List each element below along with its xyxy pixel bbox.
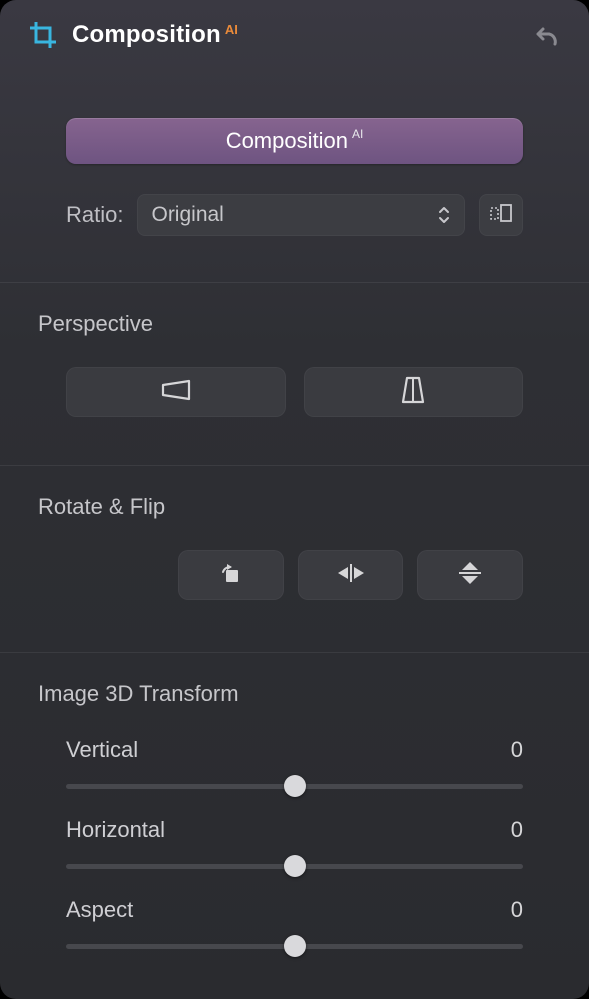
panel-header: Composition AI [0, 0, 589, 68]
panel-title-ai-badge: AI [225, 22, 238, 37]
transform-3d-section: Image 3D Transform Vertical 0 Horizontal… [0, 653, 589, 999]
slider-aspect[interactable] [66, 929, 523, 963]
composition-ai-button-label: Composition [226, 128, 348, 154]
composition-ai-button-badge: AI [352, 127, 363, 141]
perspective-horizontal-icon [159, 377, 193, 408]
slider-aspect-block: Aspect 0 [38, 897, 551, 963]
slider-thumb[interactable] [284, 775, 306, 797]
slider-vertical-value[interactable]: 0 [511, 737, 523, 763]
header-left: Composition AI [28, 20, 238, 50]
ratio-label: Ratio: [66, 202, 123, 228]
flip-vertical-button[interactable] [417, 550, 523, 600]
slider-horizontal-value[interactable]: 0 [511, 817, 523, 843]
perspective-section: Perspective [0, 283, 589, 465]
undo-button[interactable] [531, 20, 561, 50]
panel-title: Composition AI [72, 21, 238, 49]
rotate-flip-title: Rotate & Flip [38, 494, 551, 520]
perspective-row [38, 367, 551, 417]
slider-thumb[interactable] [284, 935, 306, 957]
composition-ai-wrap: Composition AI [0, 68, 589, 194]
slider-horizontal-block: Horizontal 0 [38, 817, 551, 883]
ratio-row: Ratio: Original [0, 194, 589, 282]
rotate-left-button[interactable] [178, 550, 284, 600]
slider-aspect-label: Aspect [66, 897, 133, 923]
perspective-horizontal-button[interactable] [66, 367, 286, 417]
slider-vertical[interactable] [66, 769, 523, 803]
chevron-up-down-icon [437, 205, 451, 225]
slider-aspect-value[interactable]: 0 [511, 897, 523, 923]
rotate-ratio-icon [489, 201, 513, 230]
slider-vertical-label: Vertical [66, 737, 138, 763]
ratio-select[interactable]: Original [137, 194, 465, 236]
perspective-vertical-icon [399, 375, 427, 410]
composition-panel: Composition AI Composition AI Ratio: Orig… [0, 0, 589, 999]
panel-title-text: Composition [72, 21, 221, 48]
composition-ai-button[interactable]: Composition AI [66, 118, 523, 164]
rotate-flip-section: Rotate & Flip [0, 466, 589, 652]
rotate-flip-row [38, 550, 551, 600]
slider-vertical-block: Vertical 0 [38, 737, 551, 803]
crop-icon [28, 20, 58, 50]
slider-thumb[interactable] [284, 855, 306, 877]
flip-horizontal-button[interactable] [298, 550, 404, 600]
rotate-left-icon [217, 559, 245, 592]
perspective-title: Perspective [38, 311, 551, 337]
perspective-vertical-button[interactable] [304, 367, 524, 417]
slider-horizontal-label: Horizontal [66, 817, 165, 843]
transform-3d-title: Image 3D Transform [38, 681, 551, 707]
ratio-select-value: Original [151, 203, 223, 227]
slider-horizontal[interactable] [66, 849, 523, 883]
rotate-ratio-button[interactable] [479, 194, 523, 236]
flip-horizontal-icon [335, 561, 367, 590]
flip-vertical-icon [456, 560, 484, 591]
